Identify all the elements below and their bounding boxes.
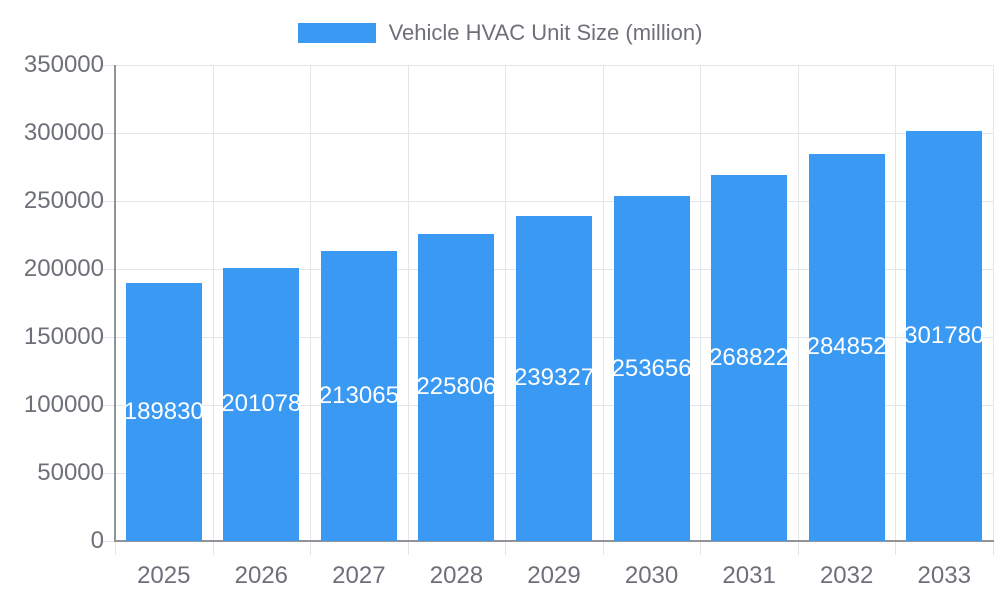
x-axis-tick (212, 541, 214, 555)
x-axis-label: 2028 (429, 562, 484, 589)
x-axis-tick (602, 541, 604, 555)
bar[interactable] (125, 282, 202, 541)
y-axis-label: 200000 (23, 255, 104, 282)
y-axis-tick (103, 405, 115, 406)
x-gridline (505, 65, 507, 541)
y-axis-tick (103, 541, 115, 542)
bar[interactable] (418, 233, 495, 541)
bar[interactable] (711, 175, 788, 541)
legend-swatch (297, 23, 376, 43)
y-axis-label: 250000 (23, 187, 104, 214)
bar[interactable] (906, 130, 983, 541)
y-axis-label: 50000 (37, 459, 104, 486)
legend-label: Vehicle HVAC Unit Size (million) (388, 20, 703, 45)
bar[interactable] (613, 196, 690, 541)
x-axis-label: 2025 (137, 562, 191, 589)
bar[interactable] (808, 153, 885, 541)
bar[interactable] (223, 267, 300, 541)
y-axis-tick (103, 269, 115, 270)
x-gridline (895, 65, 897, 541)
x-axis-label: 2026 (234, 562, 289, 589)
y-axis-label: 150000 (23, 323, 104, 350)
y-axis-label: 100000 (23, 391, 104, 418)
x-axis-tick (505, 541, 507, 555)
x-axis-label: 2030 (624, 562, 679, 589)
y-axis-label: 350000 (23, 51, 104, 78)
y-axis-tick (103, 337, 115, 338)
y-axis-tick (103, 201, 115, 202)
x-gridline (310, 65, 312, 541)
x-gridline (212, 65, 214, 541)
y-axis-label: 0 (90, 527, 104, 554)
x-axis-tick (310, 541, 312, 555)
bar[interactable] (516, 215, 592, 541)
y-axis-tick (103, 65, 115, 66)
x-axis-tick (993, 541, 994, 555)
x-axis-tick (115, 541, 116, 555)
legend-item[interactable]: Vehicle HVAC Unit Size (million) (0, 20, 1000, 46)
x-axis-label: 2031 (722, 562, 776, 589)
x-axis-label: 2033 (917, 562, 971, 589)
x-gridline (993, 65, 994, 541)
x-axis-tick (700, 541, 702, 555)
x-axis-tick (797, 541, 799, 555)
y-axis-line (114, 65, 116, 541)
x-axis-label: 2029 (527, 562, 581, 589)
y-gridline (115, 201, 993, 202)
x-gridline (602, 65, 604, 541)
y-axis-label: 300000 (23, 119, 104, 146)
x-gridline (700, 65, 702, 541)
x-axis-tick (407, 541, 409, 555)
x-axis-label: 2027 (332, 562, 386, 589)
y-gridline (115, 65, 993, 66)
x-gridline (797, 65, 799, 541)
y-gridline (115, 133, 993, 134)
y-axis-tick (103, 473, 115, 474)
y-axis-tick (103, 133, 115, 134)
bar[interactable] (320, 251, 397, 541)
x-axis-line (114, 540, 994, 542)
x-gridline (407, 65, 409, 541)
x-axis-label: 2032 (819, 562, 874, 589)
x-axis-tick (895, 541, 897, 555)
